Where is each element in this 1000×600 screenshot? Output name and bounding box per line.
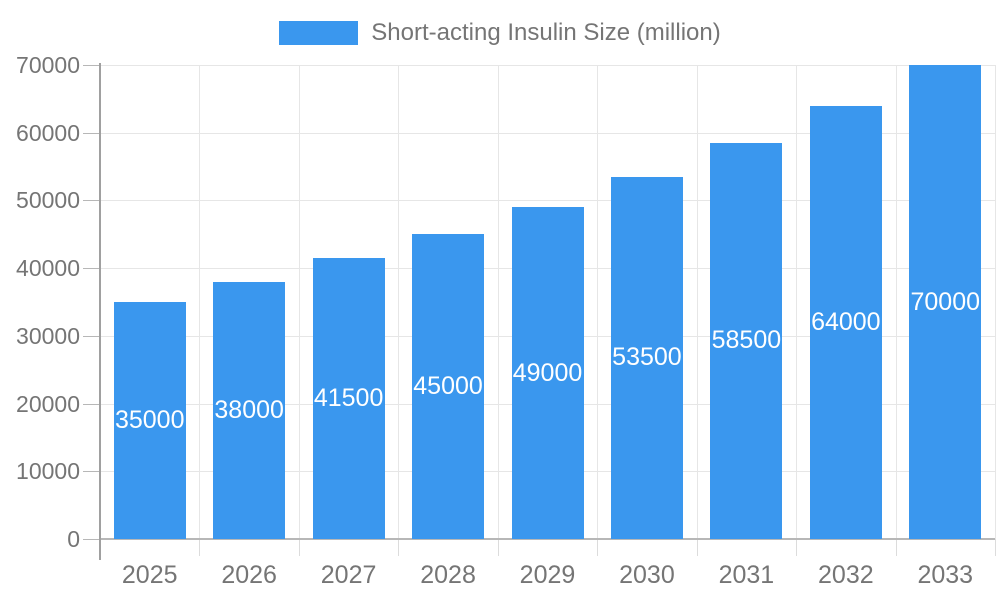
- x-axis-tick: [298, 539, 300, 556]
- y-axis-label: 10000: [16, 458, 80, 485]
- x-axis-tick: [398, 539, 400, 556]
- x-axis-tick: [597, 539, 599, 556]
- x-axis-tick: [199, 539, 201, 556]
- x-axis-tick: [497, 539, 499, 556]
- x-gridline: [995, 65, 996, 539]
- x-axis-label: 2025: [121, 561, 178, 589]
- y-axis-tick: [83, 403, 100, 405]
- legend-color-swatch[interactable]: [279, 21, 359, 45]
- bar-value-label: 58500: [711, 326, 782, 355]
- bar-2026[interactable]: 38000: [213, 281, 286, 539]
- x-axis-label: 2032: [818, 561, 874, 589]
- y-axis-tick: [83, 335, 100, 337]
- x-gridline: [398, 65, 400, 539]
- y-axis-line: [99, 63, 101, 560]
- y-axis-label: 0: [67, 526, 80, 552]
- bar-value-label: 41500: [313, 384, 384, 412]
- plot-area: 35000 38000 41500 45000 49000 53500 58500 64000…: [99, 63, 996, 560]
- x-axis-tick: [696, 539, 698, 556]
- y-axis-label: 70000: [16, 52, 80, 78]
- legend: Short-acting Insulin Size (million): [0, 19, 1000, 47]
- x-gridline: [597, 65, 599, 539]
- x-gridline: [497, 65, 499, 539]
- x-axis-baseline: [100, 538, 995, 540]
- x-gridline: [298, 65, 300, 539]
- y-gridline: [100, 65, 995, 66]
- bar-2030[interactable]: 53500: [610, 176, 683, 539]
- x-axis-label: 2026: [221, 561, 277, 589]
- y-axis-tick: [83, 471, 100, 473]
- x-gridline: [696, 65, 698, 539]
- x-axis-label: 2028: [420, 561, 476, 589]
- bar-value-label: 38000: [214, 395, 284, 424]
- y-axis-label: 40000: [16, 255, 80, 282]
- x-gridline: [796, 65, 798, 539]
- y-axis-label: 30000: [16, 322, 80, 349]
- x-gridline: [895, 65, 897, 539]
- bar-2027[interactable]: 41500: [312, 258, 385, 539]
- bar-2031[interactable]: 58500: [710, 142, 783, 539]
- x-axis-tick: [895, 539, 897, 556]
- y-gridline: [100, 132, 995, 134]
- bar-value-label: 45000: [413, 372, 483, 401]
- y-axis-tick: [83, 200, 100, 202]
- y-axis-tick: [83, 268, 100, 270]
- bar-2025[interactable]: 35000: [113, 302, 186, 539]
- y-axis-tick: [83, 132, 100, 134]
- bar-2028[interactable]: 45000: [412, 234, 485, 539]
- x-axis-label: 2031: [718, 561, 775, 589]
- bar-2033[interactable]: 70000: [909, 65, 982, 539]
- legend-label[interactable]: Short-acting Insulin Size (million): [371, 19, 721, 46]
- x-axis-label: 2027: [320, 561, 377, 589]
- y-gridline: [100, 200, 995, 202]
- y-axis-label: 50000: [16, 187, 80, 214]
- y-axis-tick: [83, 65, 100, 66]
- x-axis-tick: [796, 539, 798, 556]
- x-axis-label: 2033: [917, 561, 974, 589]
- x-gridline: [199, 65, 201, 539]
- bar-2029[interactable]: 49000: [511, 207, 584, 539]
- y-axis-label: 60000: [16, 119, 80, 146]
- x-axis-label: 2030: [619, 561, 675, 589]
- bar-value-label: 64000: [811, 307, 881, 336]
- y-axis-label: 20000: [16, 390, 80, 417]
- x-axis-label: 2029: [519, 561, 576, 589]
- bar-value-label: 70000: [910, 287, 981, 316]
- bar-value-label: 35000: [114, 406, 185, 434]
- bar-2032[interactable]: 64000: [809, 105, 882, 539]
- bar-value-label: 53500: [612, 343, 682, 372]
- x-axis-tick: [995, 539, 996, 556]
- bar-value-label: 49000: [512, 358, 583, 387]
- y-axis-tick: [83, 539, 100, 540]
